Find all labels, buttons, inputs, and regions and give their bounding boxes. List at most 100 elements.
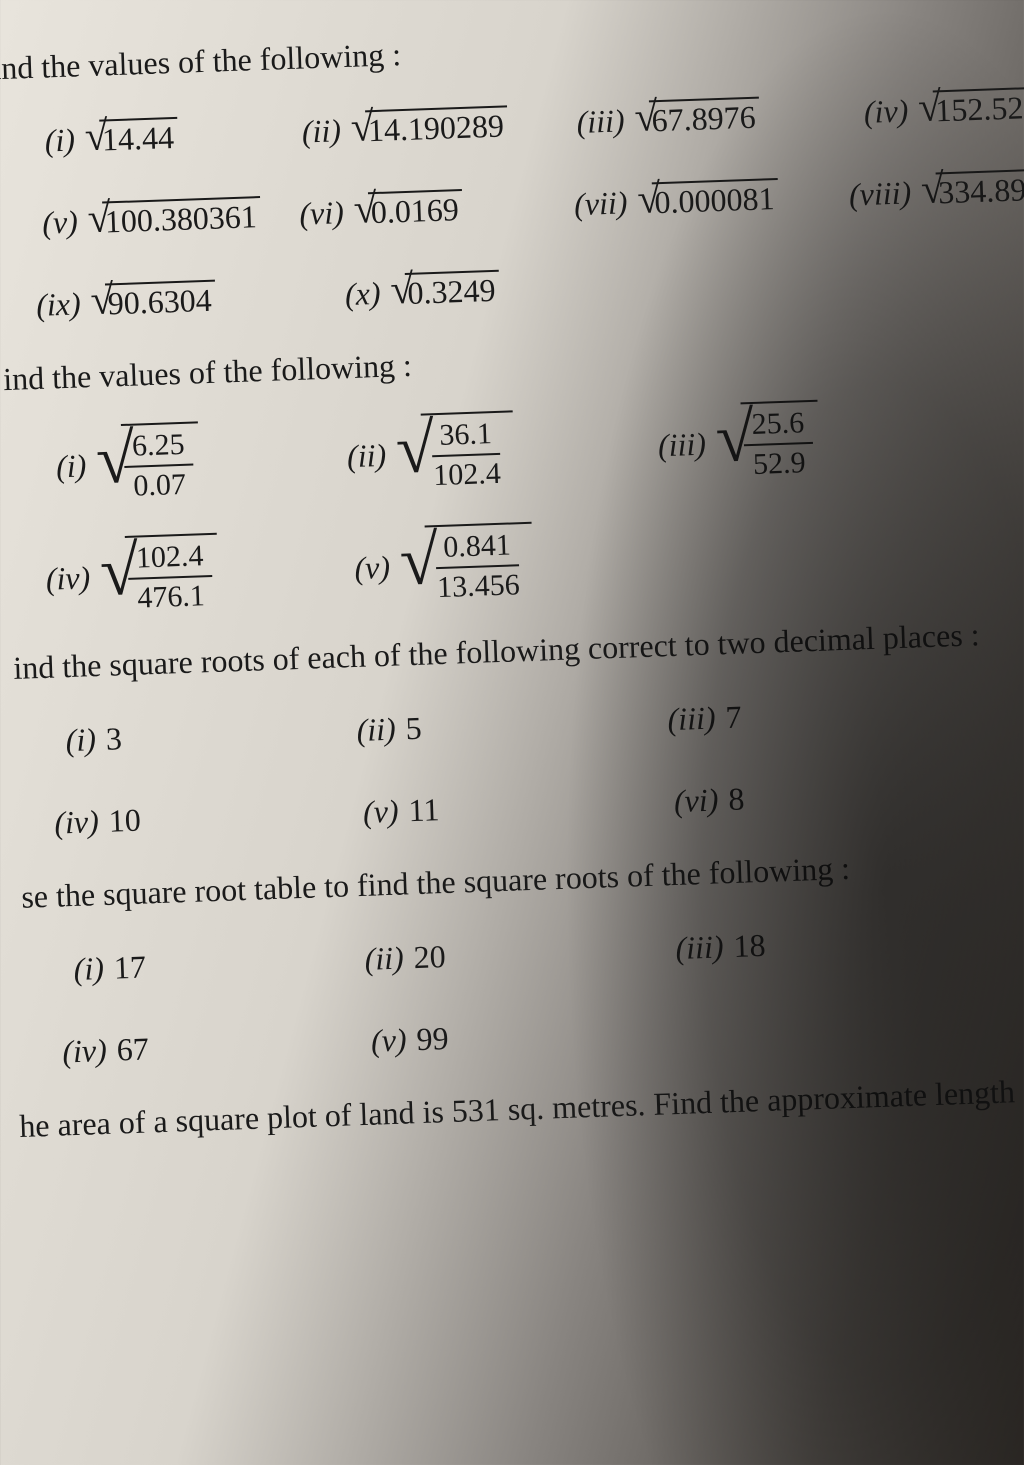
problem-item: (i) 17 [33, 941, 334, 988]
radicand: 90.6304 [105, 279, 216, 322]
radical-icon: √ [917, 86, 942, 129]
radical-icon: √ [84, 115, 109, 158]
radicand: 100.380361 [102, 196, 261, 240]
radicand: 0.0169 [368, 188, 463, 230]
sqrt-frac-expression: √25.652.9 [715, 400, 821, 484]
page-content: ind the values of the following : (i) √1… [0, 0, 1024, 1144]
problem-item: (iii) √67.8976 [554, 92, 839, 144]
item-value: 3 [105, 720, 122, 758]
fraction: 102.4476.1 [127, 539, 213, 616]
item-label: (iii) [645, 699, 716, 738]
item-value: 67 [116, 1030, 149, 1068]
sqrt-frac-expression: √102.4476.1 [99, 533, 220, 617]
item-label: (iii) [554, 102, 625, 141]
fraction: 0.84113.456 [427, 528, 528, 605]
item-label: (i) [16, 447, 87, 486]
problem-item: (iv) 67 [36, 1023, 337, 1070]
sqrt-expression: √0.000081 [637, 176, 779, 223]
sqrt-frac-expression: √6.250.07 [95, 421, 201, 505]
problem-item: (ii) 20 [333, 930, 654, 978]
problem-item: (viii) √334.89 [840, 164, 1024, 215]
item-value: 10 [108, 801, 141, 839]
radical-icon: √ [634, 96, 659, 139]
item-label: (ix) [10, 285, 81, 324]
denominator: 476.1 [129, 577, 214, 616]
radicand: 14.44 [99, 116, 178, 158]
radical-icon: √ [353, 188, 378, 231]
sqrt-expression: √67.8976 [634, 95, 760, 141]
problem-item: (i) 3 [25, 713, 326, 760]
denominator: 102.4 [425, 455, 510, 494]
radical-icon: √ [350, 106, 375, 149]
radicand: 0.84113.456 [425, 522, 534, 606]
radical-icon: √ [395, 414, 436, 485]
radical-icon: √ [920, 168, 945, 211]
radicand: 0.3249 [405, 269, 500, 311]
item-value: 11 [408, 791, 440, 829]
problem-item: (v) √0.84113.456 [319, 518, 642, 609]
radicand: 67.8976 [649, 96, 760, 139]
problem-row: (i) √6.250.07 (ii) √36.1102.4 (iii) √25.… [15, 379, 1024, 517]
item-label: (v) [336, 1021, 407, 1060]
radical-icon: √ [87, 197, 112, 240]
problem-item: (iii) √25.652.9 [635, 395, 958, 486]
sqrt-expression: √0.0169 [353, 187, 463, 233]
item-label: (ii) [270, 112, 341, 151]
item-label: (iv) [36, 1031, 107, 1070]
radical-icon: √ [95, 425, 136, 496]
numerator: 102.4 [127, 539, 212, 580]
problem-item: (vii) √0.000081 [557, 174, 842, 226]
item-label: (iii) [635, 425, 706, 464]
sqrt-expression: √14.190289 [350, 103, 508, 150]
item-value: 5 [405, 709, 422, 747]
item-label: (vi) [273, 194, 344, 233]
problem-item: (vi) 8 [648, 772, 969, 820]
denominator: 13.456 [429, 566, 529, 605]
sqrt-frac-expression: √36.1102.4 [395, 410, 516, 494]
sqrt-expression: √0.3249 [390, 268, 500, 314]
numerator: 36.1 [431, 417, 501, 457]
item-label: (viii) [841, 174, 912, 213]
sqrt-expression: √14.44 [84, 115, 178, 160]
problem-item: (ii) √36.1102.4 [315, 406, 638, 497]
problem-item: (iv) √102.4476.1 [19, 529, 322, 619]
problem-item: (i) √14.44 [4, 112, 271, 163]
item-label: (iv) [20, 559, 91, 598]
radical-icon: √ [715, 403, 756, 474]
sqrt-expression: √90.6304 [90, 278, 216, 324]
problem-item: (ix) √90.6304 [10, 274, 311, 326]
item-label: (iv) [28, 803, 99, 842]
item-value: 8 [728, 780, 745, 818]
problem-item: (iv) √152.5225 [838, 83, 1024, 134]
item-value: 7 [725, 698, 742, 736]
problem-item: (ii) 5 [325, 701, 646, 749]
item-value: 99 [416, 1019, 449, 1057]
problem-item: (iv) 10 [28, 795, 329, 842]
radical-icon: √ [637, 178, 662, 221]
item-label: (v) [328, 792, 399, 831]
radicand: 334.89 [936, 169, 1024, 211]
sqrt-expression: √152.5225 [918, 84, 1024, 131]
item-label: (i) [4, 121, 75, 160]
item-value: 20 [413, 938, 446, 976]
item-value: 17 [113, 948, 146, 986]
radicand: 14.190289 [365, 105, 508, 149]
problem-item: (vi) √0.0169 [273, 184, 558, 236]
radical-icon: √ [99, 537, 140, 608]
item-label: (i) [33, 949, 104, 988]
radical-icon: √ [399, 526, 440, 597]
item-label: (v) [7, 203, 78, 242]
problem-item: (x) √0.3249 [310, 263, 631, 316]
problem-item: (ii) √14.190289 [270, 102, 555, 154]
problem-item: (iii) 7 [645, 690, 966, 738]
problem-item: (v) √100.380361 [7, 194, 274, 245]
problem-item: (i) √6.250.07 [15, 417, 318, 507]
numerator: 0.841 [435, 528, 520, 569]
item-label: (iv) [838, 92, 909, 131]
radicand: 152.5225 [933, 86, 1024, 129]
sqrt-expression: √100.380361 [87, 194, 261, 242]
radical-icon: √ [390, 269, 415, 312]
problem-item: (v) 99 [336, 1012, 657, 1060]
problem-item: (iii) 18 [653, 919, 974, 967]
item-label: (i) [25, 721, 96, 760]
